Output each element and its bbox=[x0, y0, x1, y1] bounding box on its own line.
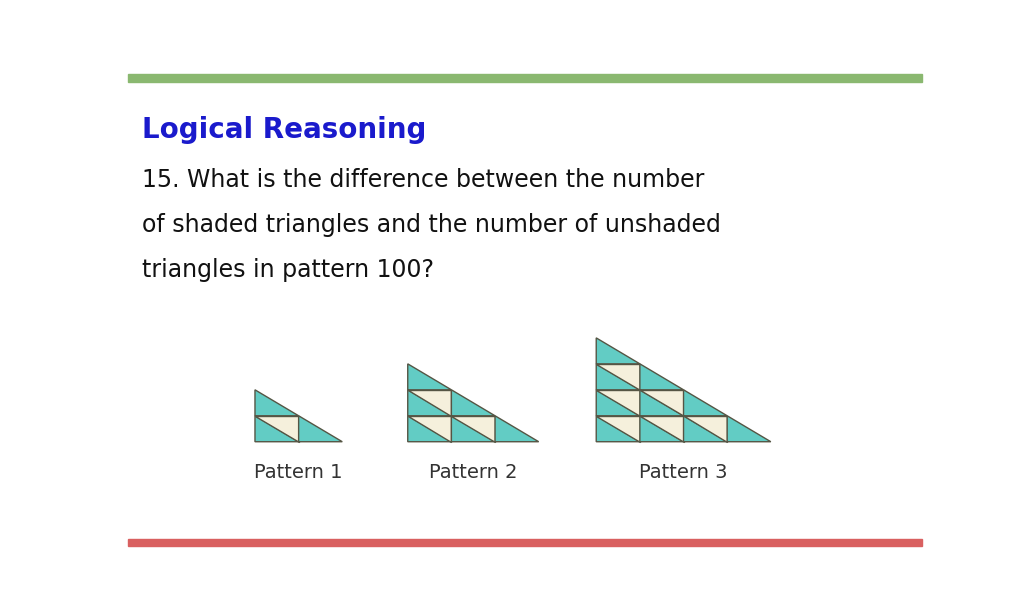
Polygon shape bbox=[452, 390, 495, 416]
Polygon shape bbox=[408, 416, 452, 442]
Text: of shaded triangles and the number of unshaded: of shaded triangles and the number of un… bbox=[142, 213, 721, 237]
Text: Pattern 1: Pattern 1 bbox=[254, 463, 343, 482]
Polygon shape bbox=[408, 364, 452, 390]
Polygon shape bbox=[596, 338, 640, 364]
Polygon shape bbox=[408, 416, 452, 442]
Polygon shape bbox=[640, 416, 684, 442]
Polygon shape bbox=[640, 364, 684, 390]
Polygon shape bbox=[684, 416, 727, 442]
Polygon shape bbox=[640, 390, 684, 416]
Text: Logical Reasoning: Logical Reasoning bbox=[142, 116, 427, 144]
Polygon shape bbox=[596, 416, 640, 442]
Polygon shape bbox=[452, 416, 495, 442]
Polygon shape bbox=[684, 390, 727, 416]
Polygon shape bbox=[255, 416, 299, 442]
Polygon shape bbox=[640, 416, 684, 442]
Polygon shape bbox=[408, 390, 452, 416]
Polygon shape bbox=[299, 416, 342, 442]
Polygon shape bbox=[596, 416, 640, 442]
Text: 15. What is the difference between the number: 15. What is the difference between the n… bbox=[142, 168, 705, 192]
Polygon shape bbox=[640, 390, 684, 416]
Text: Pattern 2: Pattern 2 bbox=[429, 463, 517, 482]
Polygon shape bbox=[255, 390, 299, 416]
Polygon shape bbox=[408, 390, 452, 416]
Polygon shape bbox=[727, 416, 771, 442]
Bar bbox=[128, 539, 922, 546]
Bar bbox=[128, 74, 922, 82]
Polygon shape bbox=[495, 416, 539, 442]
Polygon shape bbox=[596, 390, 640, 416]
Polygon shape bbox=[255, 416, 299, 442]
Polygon shape bbox=[452, 416, 495, 442]
Polygon shape bbox=[596, 364, 640, 390]
Polygon shape bbox=[596, 364, 640, 390]
Text: Pattern 3: Pattern 3 bbox=[639, 463, 728, 482]
Polygon shape bbox=[684, 416, 727, 442]
Polygon shape bbox=[596, 390, 640, 416]
Text: triangles in pattern 100?: triangles in pattern 100? bbox=[142, 257, 434, 281]
